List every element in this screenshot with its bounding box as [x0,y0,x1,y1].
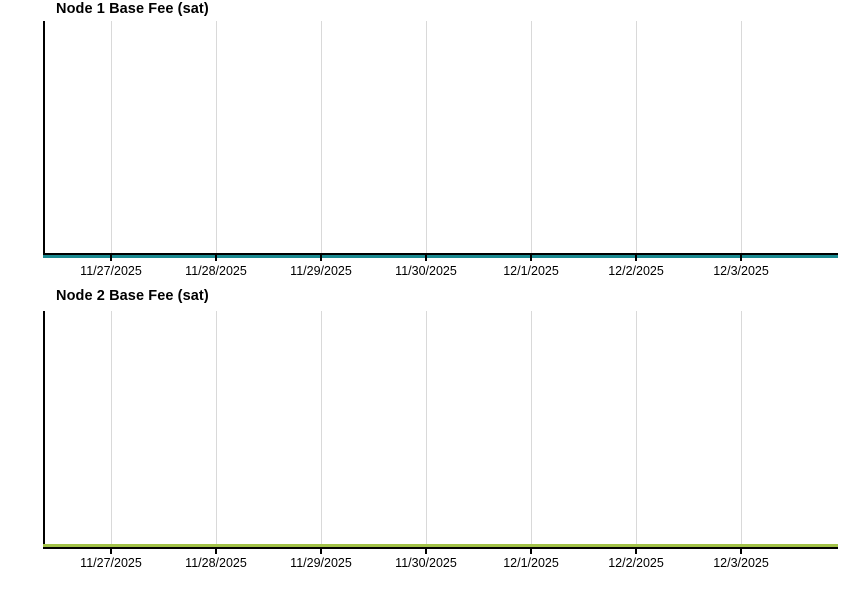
axis-tick [215,549,217,554]
gridline [636,21,637,253]
x-axis-label: 11/27/2025 [80,264,142,278]
y-axis-line [43,311,45,549]
x-axis-line [43,253,838,255]
x-axis-label: 12/2/2025 [608,556,664,570]
gridline [741,311,742,546]
axis-tick [110,549,112,554]
axis-tick [425,255,427,261]
axis-tick [320,549,322,554]
x-axis-label: 11/29/2025 [290,556,352,570]
y-axis-line [43,21,45,257]
series-line-node-2 [43,544,838,547]
axis-tick [110,255,112,261]
axis-tick [740,255,742,261]
axis-tick [320,255,322,261]
x-axis-label: 11/30/2025 [395,556,457,570]
x-axis-line [43,547,838,549]
gridline [321,21,322,253]
gridline [426,311,427,546]
axis-tick [425,549,427,554]
gridline [741,21,742,253]
gridline [531,311,532,546]
x-axis-label: 12/3/2025 [713,556,769,570]
gridline [321,311,322,546]
x-axis-label: 12/1/2025 [503,556,559,570]
series-line-node-1 [43,255,838,258]
axis-tick [740,549,742,554]
axis-tick [530,549,532,554]
axis-tick [635,549,637,554]
chart-title: Node 2 Base Fee (sat) [56,288,209,304]
x-axis-label: 12/3/2025 [713,264,769,278]
gridline [216,311,217,546]
x-axis-label: 12/2/2025 [608,264,664,278]
axis-tick [215,255,217,261]
gridline [111,311,112,546]
axis-tick [530,255,532,261]
axis-tick [635,255,637,261]
gridline [111,21,112,253]
gridline [216,21,217,253]
x-axis-label: 11/28/2025 [185,556,247,570]
x-axis-label: 11/27/2025 [80,556,142,570]
chart-title: Node 1 Base Fee (sat) [56,1,209,17]
x-axis-label: 11/30/2025 [395,264,457,278]
x-axis-label: 11/29/2025 [290,264,352,278]
gridline [636,311,637,546]
x-axis-label: 12/1/2025 [503,264,559,278]
x-axis-label: 11/28/2025 [185,264,247,278]
gridline [426,21,427,253]
gridline [531,21,532,253]
